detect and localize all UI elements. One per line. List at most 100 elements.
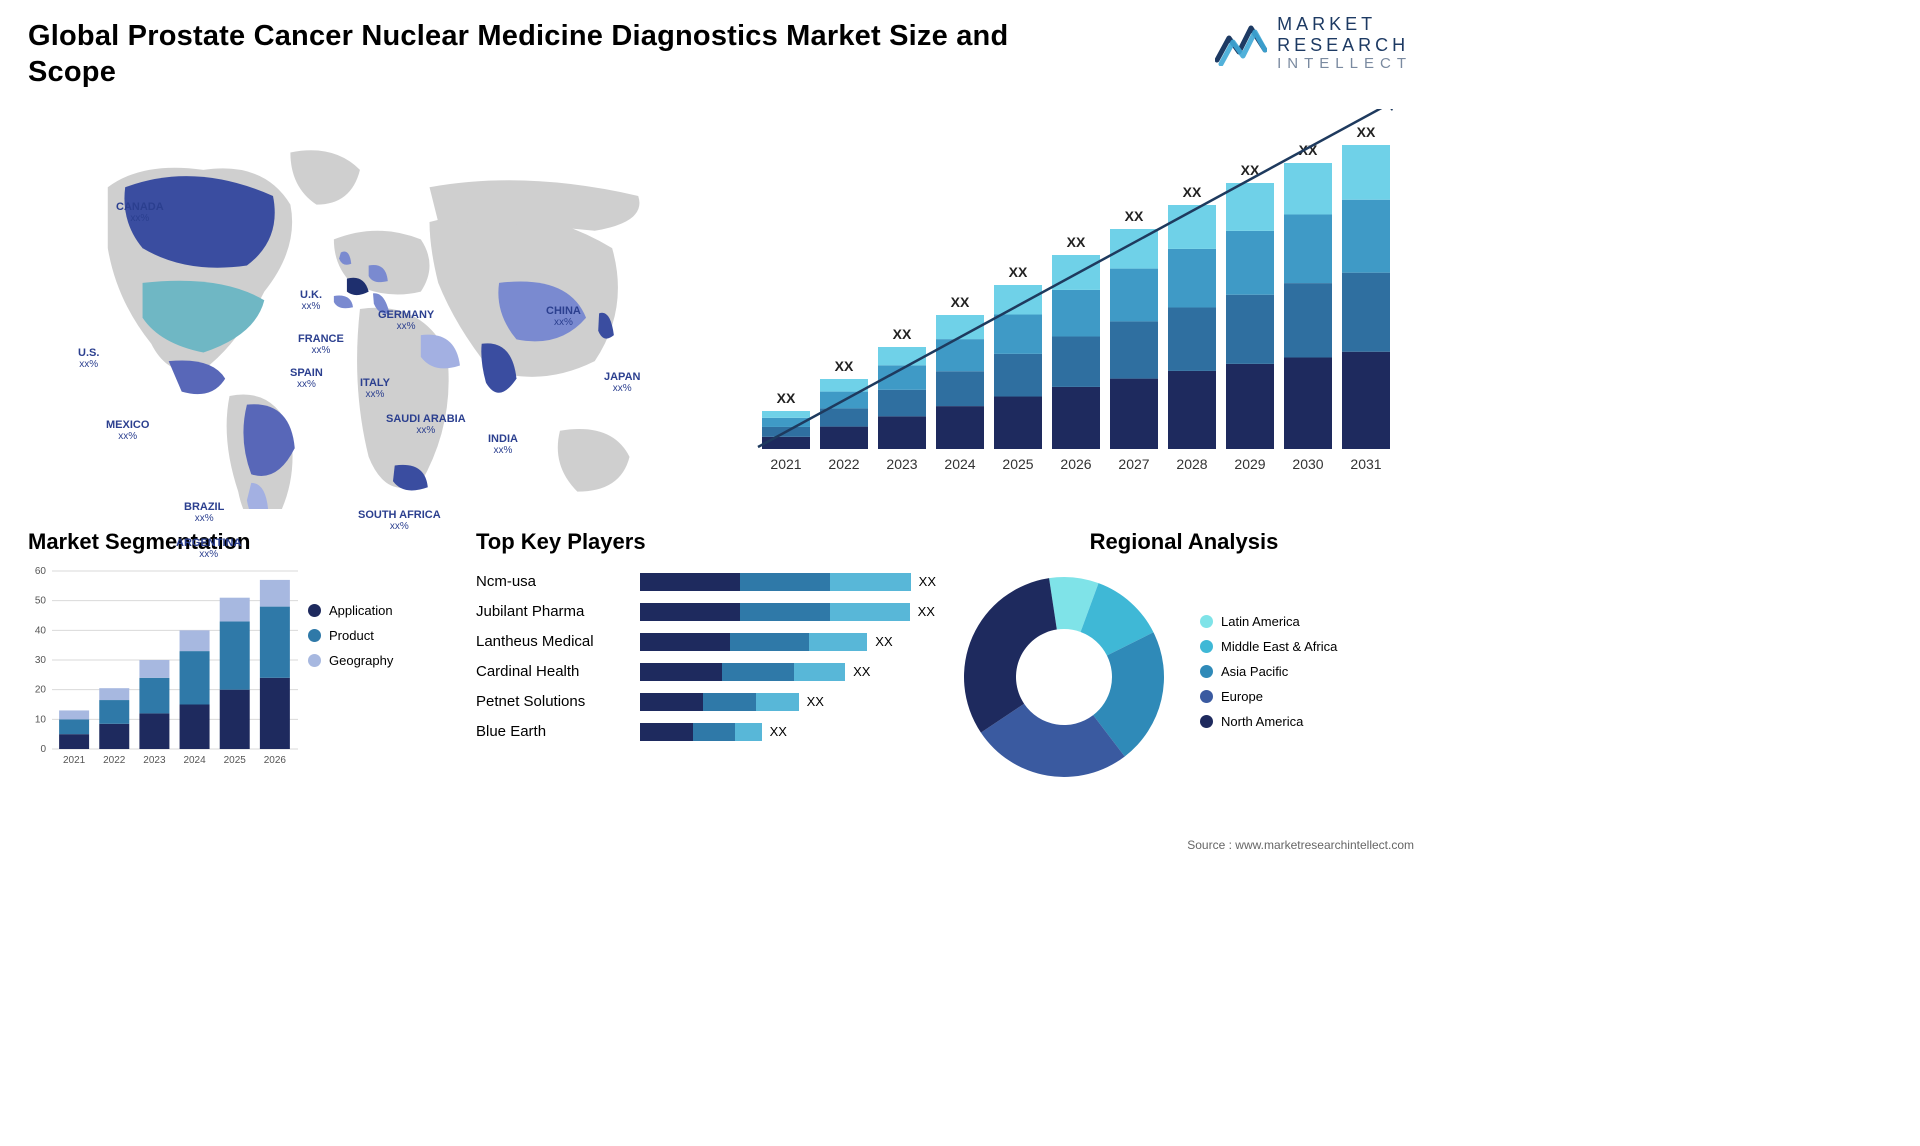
- player-bar-value: XX: [853, 664, 870, 679]
- legend-item: Asia Pacific: [1200, 664, 1337, 679]
- legend-item: Latin America: [1200, 614, 1337, 629]
- svg-text:10: 10: [35, 714, 47, 725]
- svg-text:2021: 2021: [770, 456, 801, 472]
- logo-line1: MARKET: [1277, 14, 1412, 35]
- map-label: SOUTH AFRICAxx%: [358, 509, 441, 532]
- map-label: JAPANxx%: [604, 371, 640, 394]
- world-map: CANADAxx%U.S.xx%MEXICOxx%BRAZILxx%ARGENT…: [28, 109, 718, 509]
- legend-label: Geography: [329, 653, 393, 668]
- legend-label: Middle East & Africa: [1221, 639, 1337, 654]
- svg-text:2024: 2024: [183, 755, 206, 766]
- svg-text:XX: XX: [835, 358, 854, 374]
- page: Global Prostate Cancer Nuclear Medicine …: [0, 0, 1442, 860]
- player-bar-row: XX: [640, 717, 936, 747]
- logo-line2: RESEARCH: [1277, 35, 1412, 56]
- svg-text:2026: 2026: [264, 755, 287, 766]
- segmentation-title: Market Segmentation: [28, 529, 458, 555]
- player-bar-segment: [703, 693, 756, 711]
- legend-label: Asia Pacific: [1221, 664, 1288, 679]
- map-label: ARGENTINAxx%: [176, 537, 241, 560]
- player-bar-segment: [640, 633, 730, 651]
- player-bar-segment: [640, 723, 693, 741]
- logo-mark-icon: [1215, 20, 1267, 66]
- svg-text:20: 20: [35, 684, 47, 695]
- svg-text:2025: 2025: [1002, 456, 1033, 472]
- svg-text:2024: 2024: [944, 456, 975, 472]
- player-bar-value: XX: [770, 724, 787, 739]
- map-label: U.K.xx%: [300, 289, 322, 312]
- player-bar: [640, 693, 799, 711]
- segmentation-svg: 0102030405060202120222023202420252026: [28, 567, 298, 787]
- player-bar-segment: [640, 573, 740, 591]
- player-bar-segment: [756, 693, 798, 711]
- svg-text:XX: XX: [1183, 184, 1202, 200]
- growth-svg: 2021XX2022XX2023XX2024XX2025XX2026XX2027…: [742, 109, 1422, 509]
- player-bar: [640, 663, 845, 681]
- player-bar: [640, 633, 867, 651]
- svg-text:XX: XX: [1357, 124, 1376, 140]
- legend-label: Application: [329, 603, 393, 618]
- page-title: Global Prostate Cancer Nuclear Medicine …: [28, 18, 1028, 91]
- svg-text:2030: 2030: [1292, 456, 1323, 472]
- legend-swatch: [1200, 615, 1213, 628]
- map-label: MEXICOxx%: [106, 419, 149, 442]
- legend-item: Application: [308, 603, 393, 618]
- map-label: GERMANYxx%: [378, 309, 434, 332]
- map-label: ITALYxx%: [360, 377, 390, 400]
- player-bar-segment: [740, 603, 830, 621]
- svg-text:2025: 2025: [224, 755, 247, 766]
- segmentation-content: 0102030405060202120222023202420252026 Ap…: [28, 567, 458, 797]
- legend-swatch: [1200, 640, 1213, 653]
- regional-content: Latin America Middle East & Africa Asia Pa…: [954, 567, 1414, 787]
- segmentation-legend: Application Product Geography: [308, 603, 393, 797]
- player-bar-value: XX: [919, 574, 936, 589]
- player-bar-row: XX: [640, 687, 936, 717]
- player-bar-segment: [693, 723, 735, 741]
- players-title: Top Key Players: [476, 529, 936, 555]
- player-bar-row: XX: [640, 627, 936, 657]
- svg-text:2028: 2028: [1176, 456, 1207, 472]
- player-name: Petnet Solutions: [476, 687, 626, 717]
- players-bars: XXXXXXXXXXXX: [640, 567, 936, 747]
- legend-label: Latin America: [1221, 614, 1300, 629]
- legend-swatch: [308, 629, 321, 642]
- player-bar-value: XX: [807, 694, 824, 709]
- svg-text:60: 60: [35, 567, 47, 577]
- player-bar-segment: [640, 663, 722, 681]
- svg-text:XX: XX: [951, 294, 970, 310]
- regional-legend: Latin America Middle East & Africa Asia Pa…: [1200, 614, 1337, 739]
- map-label: SPAINxx%: [290, 367, 323, 390]
- legend-swatch: [308, 654, 321, 667]
- player-bar-segment: [730, 633, 809, 651]
- brand-logo: MARKET RESEARCH INTELLECT: [1215, 14, 1412, 73]
- regional-title: Regional Analysis: [954, 529, 1414, 555]
- players-content: Ncm-usaJubilant PharmaLantheus MedicalCa…: [476, 567, 936, 747]
- player-name: Ncm-usa: [476, 567, 626, 597]
- legend-label: Product: [329, 628, 374, 643]
- svg-text:XX: XX: [1125, 208, 1144, 224]
- svg-text:2023: 2023: [143, 755, 166, 766]
- legend-item: North America: [1200, 714, 1337, 729]
- player-bar-row: XX: [640, 657, 936, 687]
- map-label: SAUDI ARABIAxx%: [386, 413, 466, 436]
- svg-text:XX: XX: [893, 326, 912, 342]
- legend-swatch: [1200, 715, 1213, 728]
- player-bar-segment: [830, 573, 910, 591]
- player-bar-segment: [640, 693, 703, 711]
- player-bar: [640, 723, 762, 741]
- regional-panel: Regional Analysis Latin America Middle Ea…: [954, 529, 1414, 797]
- player-bar-segment: [735, 723, 761, 741]
- svg-text:2021: 2021: [63, 755, 86, 766]
- players-labels: Ncm-usaJubilant PharmaLantheus MedicalCa…: [476, 567, 626, 747]
- logo-line3: INTELLECT: [1277, 55, 1412, 72]
- player-bar-segment: [722, 663, 794, 681]
- bottom-row: Market Segmentation 01020304050602021202…: [28, 529, 1414, 797]
- legend-swatch: [308, 604, 321, 617]
- map-label: U.S.xx%: [78, 347, 99, 370]
- legend-item: Product: [308, 628, 393, 643]
- legend-item: Europe: [1200, 689, 1337, 704]
- svg-text:30: 30: [35, 655, 47, 666]
- svg-text:2022: 2022: [103, 755, 126, 766]
- legend-item: Geography: [308, 653, 393, 668]
- player-bar-segment: [830, 603, 909, 621]
